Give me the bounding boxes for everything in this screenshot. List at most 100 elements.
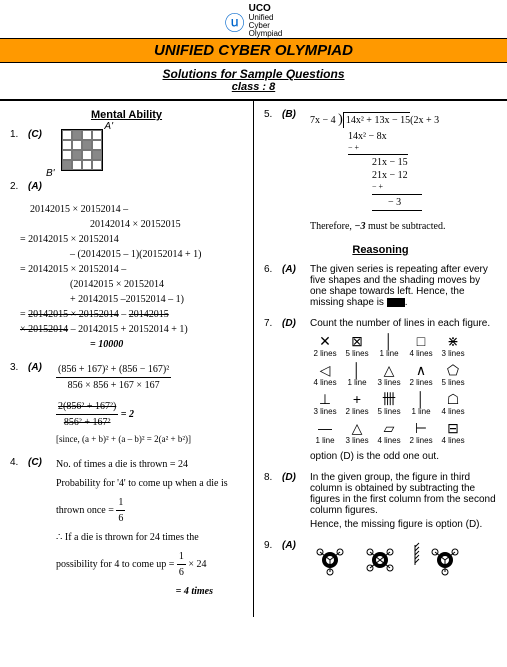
q6-ans: (A) [282,264,310,308]
q7-concl: option (D) is the odd one out. [310,451,497,462]
content-columns: Mental Ability 1. (C) A' B' 2. (A [0,100,507,617]
q9-ans: (A) [282,540,310,583]
symbol-item: ⊢2 lines [406,420,436,445]
symbol-item: △3 lines [374,362,404,387]
q5-num: 5. [264,109,282,234]
q1-ans: (C) [28,129,56,171]
symbol-item: │1 line [342,362,372,387]
q5-divisor: 7x − 4 [310,115,336,126]
q8-body: In the given group, the figure in third … [310,472,497,530]
symbol-item: ⊟4 lines [438,420,468,445]
symbol-item: ◁4 lines [310,362,340,387]
q8-text: In the given group, the figure in third … [310,472,497,516]
question-7: 7. (D) Count the number of lines in each… [264,318,497,462]
page-title: UNIFIED CYBER OLYMPIAD [0,42,507,59]
symbol-glyph-icon: ⋇ [438,333,468,349]
symbol-item: ⊥3 lines [310,391,340,416]
q3-frac1-den: 856 × 856 + 167 × 167 [56,378,171,393]
symbol-glyph-icon: ☖ [438,391,468,407]
symbol-label: 3 lines [441,349,464,358]
q1-num: 1. [10,129,28,171]
symbol-label: 5 lines [441,378,464,387]
q4-l5: possibility for 4 to come up = [56,558,174,569]
q3-note: [since, (a + b)² + (a – b)² = 2(a² + b²)… [56,433,243,447]
symbol-glyph-icon: △ [342,420,372,436]
symbol-item: □4 lines [406,333,436,358]
q3-frac2-den: 856² + 167² [56,415,118,430]
q6-num: 6. [264,264,282,308]
logo-text-block: UCO Unified Cyber Olympiad [249,4,283,38]
title-bar: UNIFIED CYBER OLYMPIAD [0,38,507,63]
question-4: 4. (C) No. of times a die is thrown = 24… [10,457,243,599]
question-9: 9. (A) [264,540,497,583]
q2-l4: – (20142015 – 1)(20152014 + 1) [10,247,243,262]
symbol-label: 4 lines [313,378,336,387]
symbol-item: ▱4 lines [374,420,404,445]
q6-body: The given series is repeating after ever… [310,264,497,308]
symbol-label: 4 lines [441,407,464,416]
q4-result: = 4 times [56,584,243,599]
q4-f2d: 6 [177,565,186,580]
q5-quotient: 2x + 3 [413,115,439,126]
q5-s6: − 3 [348,196,497,209]
symbol-glyph-icon: △ [374,362,404,378]
subtitle: Solutions for Sample Questions [0,67,507,81]
symbol-item: ∧2 lines [406,362,436,387]
q9-body [310,540,497,583]
symbol-glyph-icon: ⊢ [406,420,436,436]
symbol-label: 3 lines [377,378,400,387]
symbol-glyph-icon: │ [342,362,372,378]
page-header: ⓤ UCO Unified Cyber Olympiad [0,0,507,38]
q1-body: A' B' [56,129,243,171]
q2-ans: (A) [28,181,56,192]
q2-l1: 20142015 × 20152014 – [10,202,243,217]
symbol-label: 4 lines [441,436,464,445]
symbol-glyph-icon: ⊥ [310,391,340,407]
q3-frac1-num: (856 + 167)² + (856 − 167)² [56,362,171,378]
q4-l6: × 24 [188,558,206,569]
question-6: 6. (A) The given series is repeating aft… [264,264,497,308]
q5-s2: − + [348,143,497,153]
symbol-label: 3 lines [345,436,368,445]
symbol-glyph-icon: │ [406,391,436,407]
q7-text: Count the number of lines in each figure… [310,318,497,329]
subtitle-area: Solutions for Sample Questions class : 8 [0,63,507,97]
q4-f2n: 1 [177,549,186,565]
symbol-item: ⊠5 lines [342,333,372,358]
symbol-label: 2 lines [409,436,432,445]
question-5: 5. (B) 7x − 4 )14x² + 13x − 15(2x + 3 14… [264,109,497,234]
symbol-item: │1 line [406,391,436,416]
logo-icon: ⓤ [225,7,245,36]
black-rectangle-icon [387,298,405,307]
symbol-glyph-icon: ⬠ [438,362,468,378]
symbol-glyph-icon: ✕ [310,333,340,349]
q2-l6: (20142015 × 20152014 [10,277,243,292]
q2-l3: = 20142015 × 20152014 [10,232,243,247]
symbol-item: 卌5 lines [374,391,404,416]
q7-symbols-grid: ✕2 lines⊠5 lines│1 line□4 lines⋇3 lines◁… [310,333,497,447]
symbol-label: 2 lines [313,349,336,358]
q3-frac1: (856 + 167)² + (856 − 167)² 856 × 856 + … [56,362,171,393]
class-line: class : 8 [0,81,507,93]
q3-frac2: 2(856² + 167²) 856² + 167² [56,399,118,430]
q7-num: 7. [264,318,282,462]
symbol-item: ⬠5 lines [438,362,468,387]
symbol-glyph-icon: ▱ [374,420,404,436]
q2-working: 20142015 × 20152014 – 20142014 × 2015201… [10,202,243,352]
symbol-glyph-icon: ∧ [406,362,436,378]
symbol-label: 1 line [411,407,430,416]
q4-f1d: 6 [116,511,125,526]
symbol-item: △3 lines [342,420,372,445]
symbol-glyph-icon: ⊟ [438,420,468,436]
q7-ans: (D) [282,318,310,462]
question-3: 3. (A) (856 + 167)² + (856 − 167)² 856 ×… [10,362,243,447]
q2-strike2: 20142015 [129,309,169,320]
q5-body: 7x − 4 )14x² + 13x − 15(2x + 3 14x² − 8x… [310,109,497,234]
logo-line3: Olympiad [249,30,283,38]
question-1: 1. (C) A' B' [10,129,243,171]
symbol-glyph-icon: 卌 [374,391,404,407]
q4-ans: (C) [28,457,56,599]
q4-l2: Probability for '4' to come up when a di… [56,476,243,491]
q4-frac2: 1 6 [177,549,186,580]
symbol-label: 3 lines [313,407,336,416]
